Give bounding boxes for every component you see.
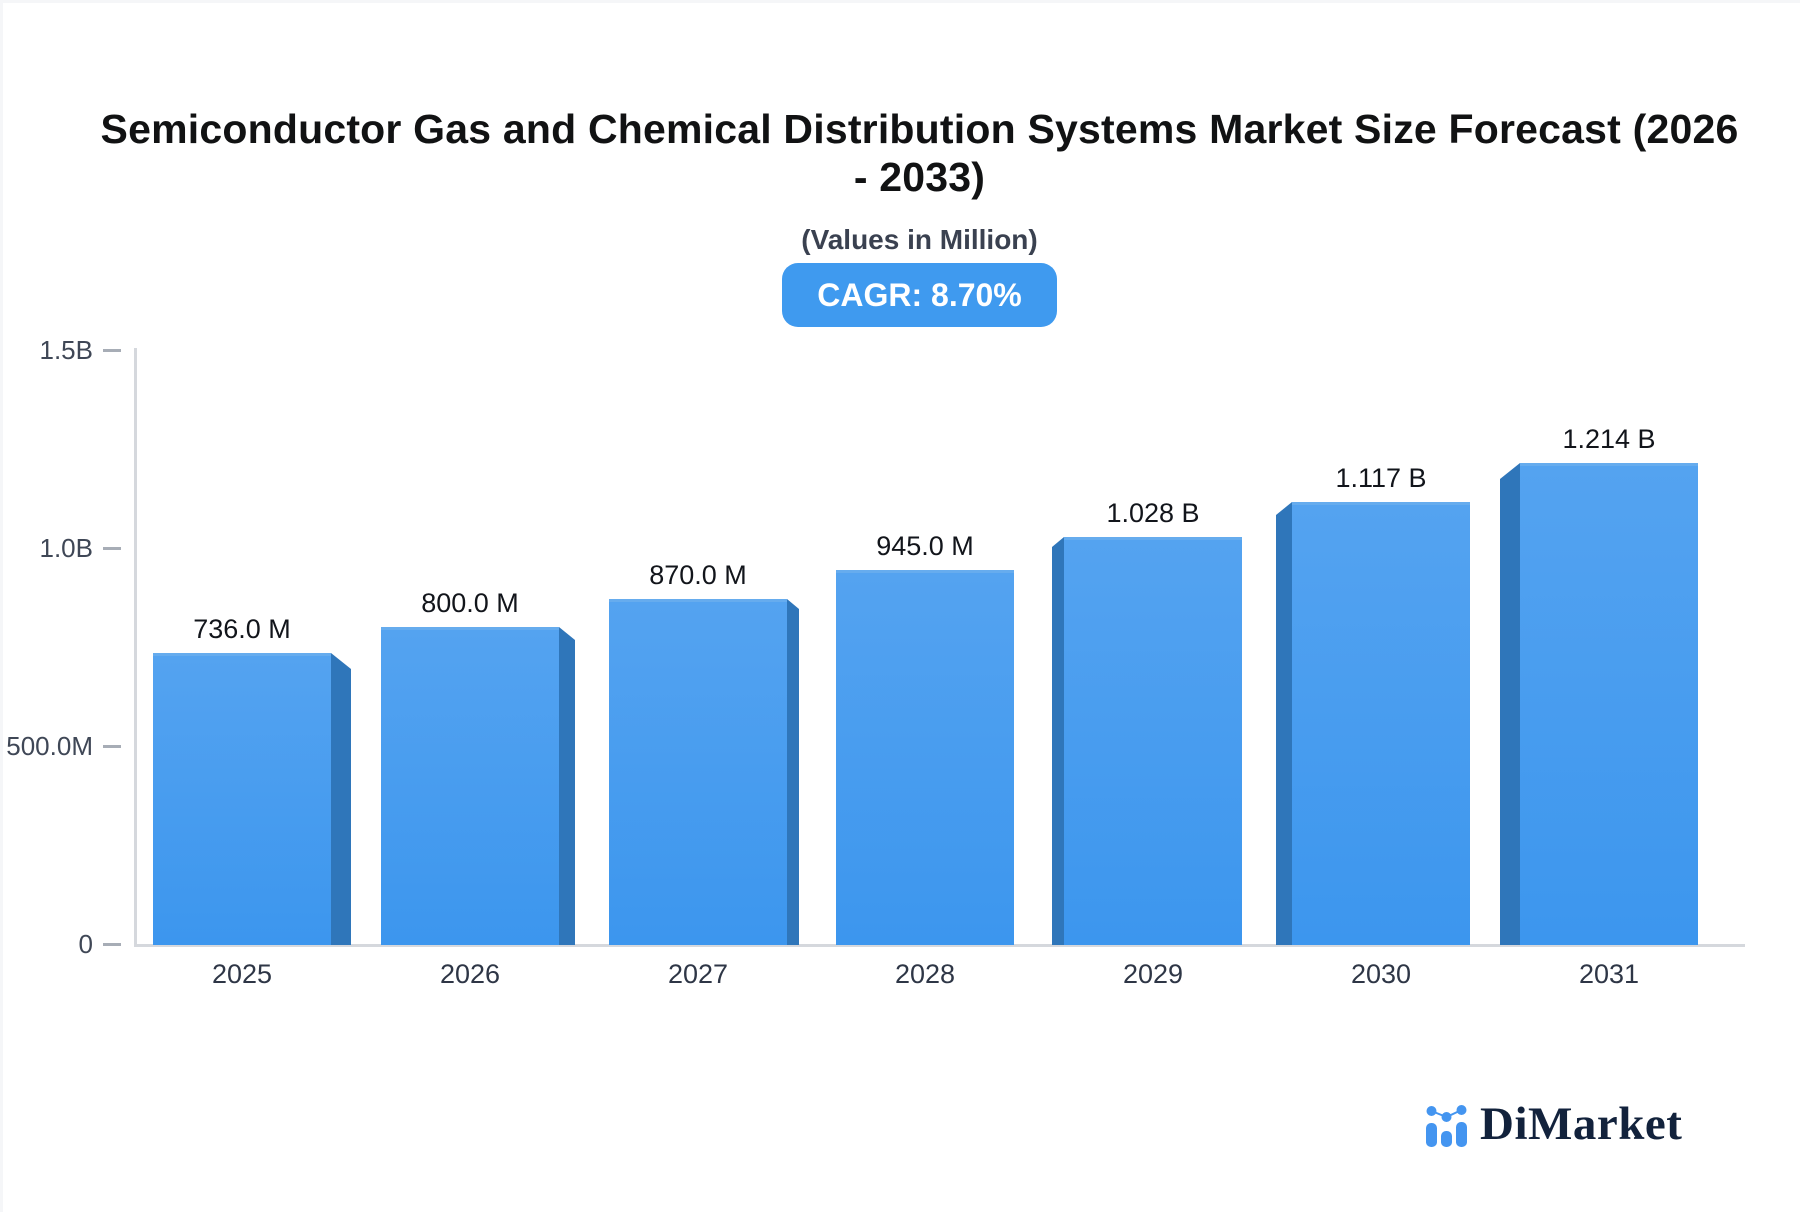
x-axis-label: 2030 [1350,959,1412,989]
x-axis-label: 2027 [667,959,729,989]
x-axis-line [134,944,1745,947]
chart-title-line2: - 2033) [853,154,986,200]
chart-title: Semiconductor Gas and Chemical Distribut… [21,105,1800,201]
bar-side-2026 [559,627,575,945]
bar-side-2029 [1052,537,1064,945]
bar-2030[interactable] [1292,502,1470,945]
y-tick-label: 1.5B [39,335,94,365]
x-axis-label: 2026 [439,959,501,989]
dimarket-logo-icon [1426,1105,1467,1147]
chart-header: Semiconductor Gas and Chemical Distribut… [3,3,1800,327]
bar-value-label: 1.028 B [1106,498,1200,528]
x-axis-label: 2029 [1122,959,1184,989]
y-axis-line [134,348,137,947]
bar-side-2025 [331,653,351,945]
y-tick [103,349,121,352]
bar-value-label: 800.0 M [421,588,519,618]
dimarket-logo[interactable]: DiMarket [1424,1099,1682,1149]
bar-2029[interactable] [1064,537,1242,945]
y-tick-label: 0 [78,929,93,959]
chart-subtitle: (Values in Million) [801,224,1038,255]
badge-row: CAGR: 8.70% [21,263,1800,327]
bar-2031[interactable] [1520,463,1698,945]
bar-value-label: 1.117 B [1335,463,1427,493]
dimarket-logo-text: DiMarket [1480,1098,1683,1150]
x-axis-label: 2031 [1578,959,1640,989]
bar-side-2027 [787,599,799,945]
bar-2027[interactable] [609,599,787,945]
bar-value-label: 945.0 M [876,531,974,561]
bar-side-2031 [1500,463,1520,945]
y-tick-label: 1.0B [39,533,94,563]
bar-value-label: 1.214 B [1562,424,1656,454]
y-tick [103,745,121,748]
bar-side-2030 [1276,502,1292,945]
bar-2028[interactable] [836,570,1014,945]
bar-2026[interactable] [381,627,559,945]
x-axis-label: 2028 [894,959,956,989]
chart-title-line1: Semiconductor Gas and Chemical Distribut… [100,106,1739,152]
bar-2025[interactable] [153,653,331,945]
bar-chart: 1.5B 1.0B 500.0M 0 736.0 M 2025 800.0 M 2026 870… [3,3,1800,1212]
y-tick [103,943,121,946]
cagr-badge: CAGR: 8.70% [782,263,1057,327]
bar-value-label: 870.0 M [649,560,747,590]
y-tick [103,547,121,550]
y-tick-label: 500.0M [6,731,93,761]
bar-value-label: 736.0 M [193,614,291,644]
x-axis-label: 2025 [211,959,273,989]
